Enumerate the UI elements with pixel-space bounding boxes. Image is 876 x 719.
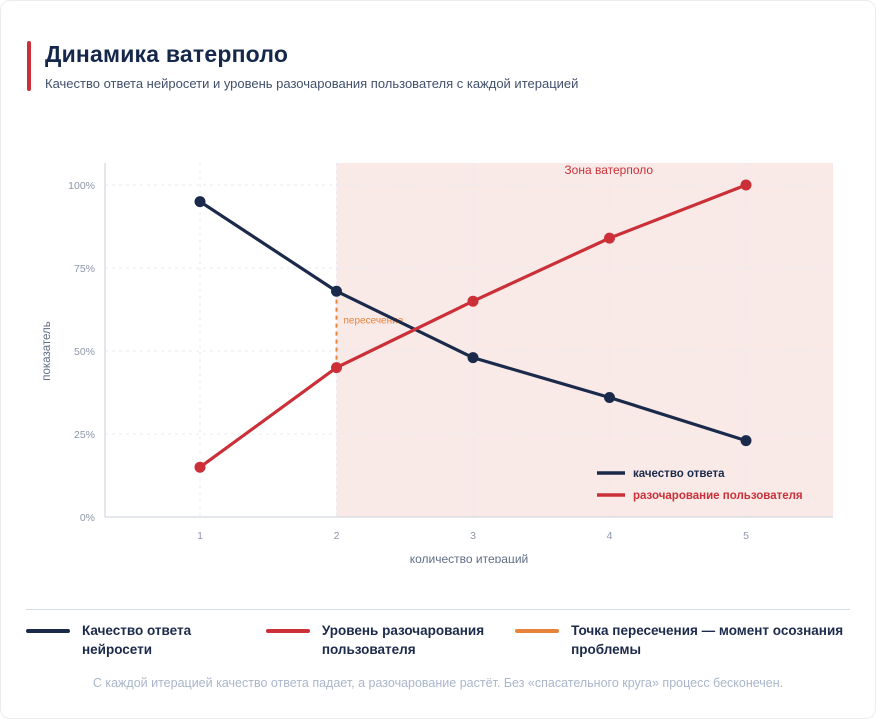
- title-block: Динамика ватерполо Качество ответа нейро…: [45, 41, 578, 91]
- y-axis-label: показатель: [41, 321, 53, 380]
- waterpolo-zone: [336, 163, 833, 517]
- zone-label: Зона ватерполо: [564, 163, 653, 177]
- x-tick-label: 3: [470, 530, 476, 542]
- legend-item-label: Качество ответа нейросети: [82, 623, 192, 657]
- page-subtitle: Качество ответа нейросети и уровень разо…: [45, 76, 579, 91]
- footer-caption: С каждой итерацией качество ответа падае…: [92, 675, 784, 690]
- legend-item: Точка пересечения — момент осознания про…: [515, 622, 850, 660]
- data-point: [331, 362, 342, 374]
- data-point: [467, 295, 479, 307]
- x-tick-label: 4: [607, 530, 613, 542]
- y-tick-label: 50%: [74, 346, 95, 358]
- data-point: [740, 179, 752, 191]
- line-chart: Зона ватерполо 0% 25% 50% 75% 100% 1 2 3 4 5 количе…: [41, 163, 833, 563]
- data-point: [194, 461, 206, 473]
- legend-swatch: [515, 629, 560, 633]
- x-axis-label: количество итераций: [410, 552, 529, 563]
- data-point: [740, 435, 752, 447]
- data-point: [467, 352, 479, 364]
- legend-item: Качество ответа нейросети: [26, 622, 266, 660]
- legend-item: Уровень разочарования пользователя: [265, 622, 515, 660]
- inner-legend-label: качество ответа: [633, 468, 725, 480]
- y-tick-label: 0%: [80, 512, 95, 524]
- y-tick-label: 75%: [74, 263, 95, 275]
- x-tick-label: 1: [197, 530, 203, 542]
- intersection-label: пересечение: [344, 315, 404, 326]
- legend-swatch: [26, 629, 70, 633]
- y-tick-label: 100%: [68, 180, 95, 192]
- chart-area: Зона ватерполо 0% 25% 50% 75% 100% 1 2 3 4 5 количе…: [37, 143, 875, 563]
- x-tick-label: 2: [334, 530, 340, 542]
- y-tick-label: 25%: [74, 429, 95, 441]
- legend-item-label: Уровень разочарования пользователя: [321, 623, 485, 657]
- data-point: [604, 391, 615, 403]
- legend-divider: [26, 609, 850, 610]
- legend-swatch: [265, 629, 310, 633]
- chart-header: Динамика ватерполо Качество ответа нейро…: [27, 41, 875, 91]
- title-accent-bar: [27, 41, 31, 91]
- data-point: [194, 196, 206, 208]
- inner-legend-label: разочарование пользователя: [633, 490, 803, 502]
- legend-item-label: Точка пересечения — момент осознания про…: [571, 623, 844, 657]
- legend: Качество ответа нейросети Уровень разочар…: [1, 610, 875, 660]
- x-tick-label: 5: [743, 530, 749, 542]
- page-title: Динамика ватерполо: [45, 41, 289, 67]
- data-point: [331, 285, 342, 297]
- data-point: [604, 232, 615, 244]
